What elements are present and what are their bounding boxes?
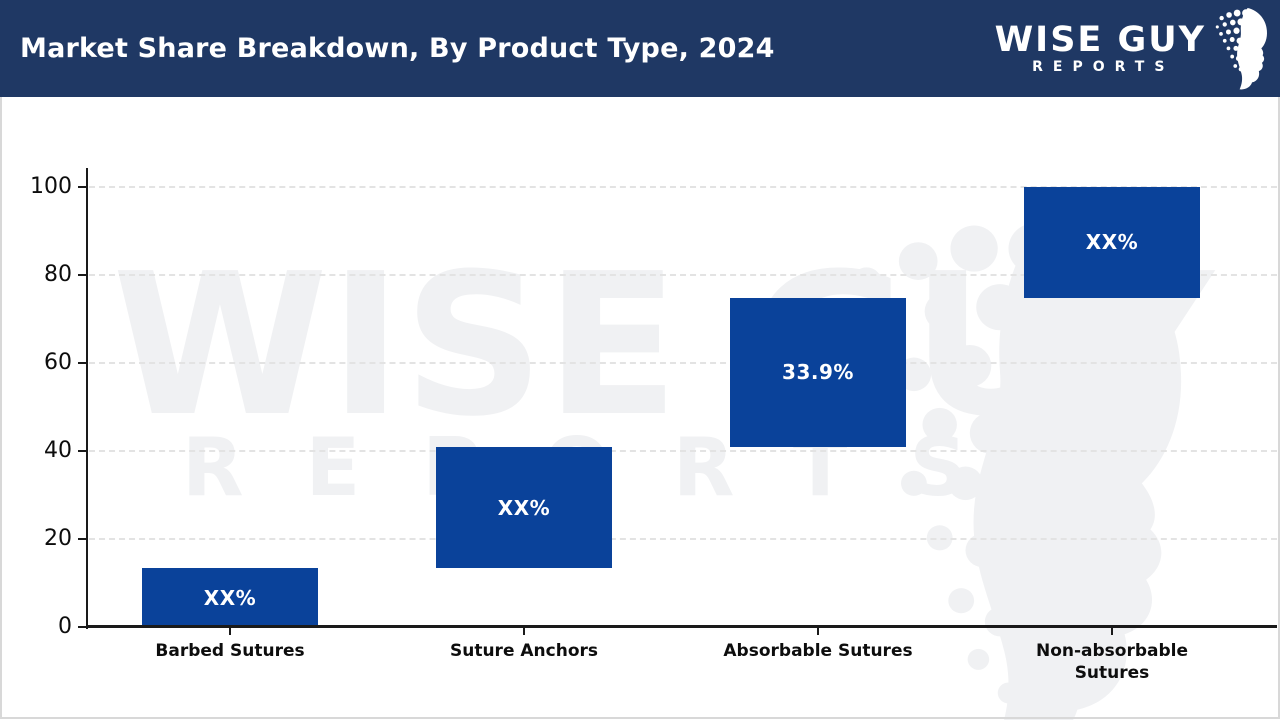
bar-value-label: XX% [497, 495, 551, 520]
x-axis-label-2: Absorbable Sutures [723, 641, 913, 661]
bar-suture-anchors: XX% [436, 447, 612, 569]
bar-absorbable-sutures: 33.9% [730, 297, 906, 448]
wiseguy-face-icon [1215, 7, 1267, 89]
x-tick-1 [523, 628, 525, 635]
y-tick-60 [78, 362, 87, 364]
wiseguy-logo: WISE GUY REPORTS [995, 5, 1270, 92]
y-tick-100 [78, 186, 87, 188]
wiseguy-logo-text: WISE GUY REPORTS [995, 22, 1206, 76]
bar-non-absorbable-sutures: XX% [1024, 187, 1200, 298]
gridline-60 [89, 362, 1277, 364]
chart-title: Market Share Breakdown, By Product Type,… [20, 33, 775, 64]
x-axis-label-0: Barbed Sutures [155, 641, 305, 661]
x-axis-label-1: Suture Anchors [449, 641, 599, 661]
x-tick-0 [229, 628, 231, 635]
bar-value-label: XX% [1085, 230, 1139, 255]
y-tick-0 [78, 626, 87, 628]
bar-value-label: XX% [203, 585, 257, 610]
bar-value-label: 33.9% [782, 360, 854, 385]
y-tick-40 [78, 450, 87, 452]
y-tick-label-60: 60 [44, 350, 72, 375]
y-tick-label-80: 80 [44, 262, 72, 287]
y-tick-20 [78, 538, 87, 540]
bar-barbed-sutures: XX% [142, 568, 318, 627]
gridline-20 [89, 538, 1277, 540]
x-tick-2 [817, 628, 819, 635]
y-tick-label-20: 20 [44, 526, 72, 551]
y-tick-label-100: 100 [30, 174, 72, 199]
y-tick-80 [78, 274, 87, 276]
wiseguy-logo-line1: WISE GUY [994, 19, 1206, 60]
x-axis-label-3: Non-absorbable Sutures [1035, 641, 1189, 683]
x-axis-line [86, 625, 1277, 628]
gridline-40 [89, 450, 1277, 452]
x-tick-3 [1111, 628, 1113, 635]
y-tick-label-40: 40 [44, 438, 72, 463]
gridline-80 [89, 274, 1277, 276]
wiseguy-logo-line2: REPORTS [1032, 58, 1175, 75]
header-bar: Market Share Breakdown, By Product Type,… [0, 0, 1280, 97]
y-tick-label-0: 0 [58, 614, 72, 639]
gridline-100 [89, 186, 1277, 188]
y-axis-line [86, 168, 88, 629]
